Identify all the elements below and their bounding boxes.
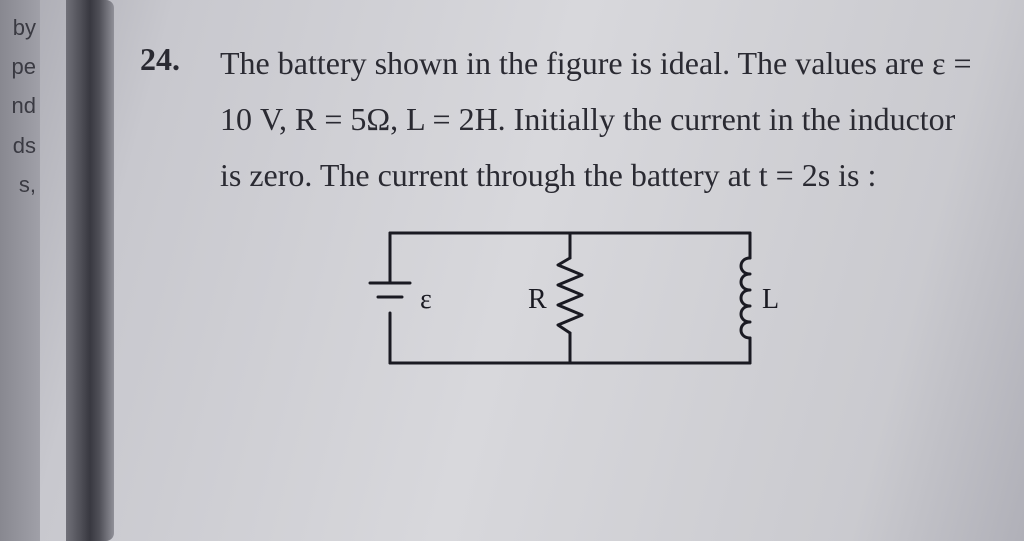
margin-fragment-2: pe xyxy=(0,49,36,84)
resistor-label: R xyxy=(528,284,547,315)
question-text: The battery shown in the figure is ideal… xyxy=(220,35,1000,203)
question-content: 24. The battery shown in the figure is i… xyxy=(140,35,1000,383)
emf-label: ε xyxy=(420,284,432,315)
book-spine-fold xyxy=(66,0,114,541)
inductor-label: L xyxy=(762,284,779,315)
inductor-coil xyxy=(741,258,750,338)
margin-fragment-4: ds xyxy=(0,128,36,163)
margin-fragment-3: nd xyxy=(0,88,36,123)
circuit-diagram: ε R L xyxy=(350,213,790,383)
question-number: 24. xyxy=(140,35,220,78)
resistor-zigzag xyxy=(558,258,582,333)
circuit-diagram-container: ε R L xyxy=(140,213,1000,383)
left-margin-text: by pe nd ds s, xyxy=(0,10,36,206)
margin-fragment-5: s, xyxy=(0,167,36,202)
margin-fragment-1: by xyxy=(0,10,36,45)
question-row: 24. The battery shown in the figure is i… xyxy=(140,35,1000,203)
